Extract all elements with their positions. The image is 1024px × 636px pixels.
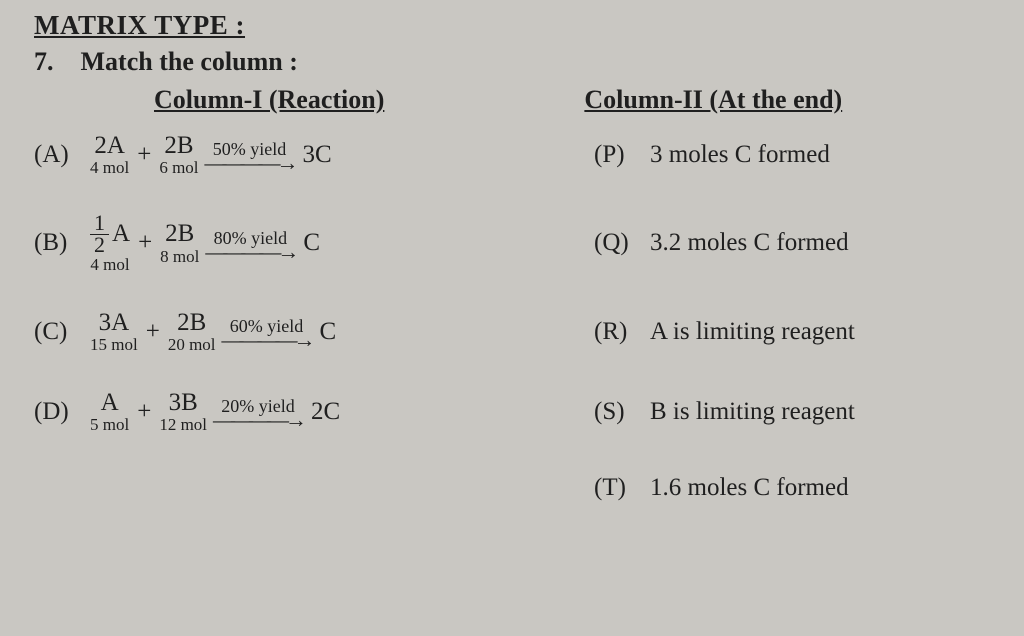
row-label: (D) — [34, 398, 90, 426]
reagent-1-amount: 15 mol — [90, 336, 138, 354]
result-cell: (R) A is limiting reagent — [594, 318, 855, 346]
question-number: 7. — [34, 47, 74, 77]
reagent-2: 2B 20 mol — [168, 310, 216, 354]
reaction-cell: (C) 3A 15 mol + 2B 20 mol 60% yield ————… — [34, 310, 594, 354]
match-row: (A) 2A 4 mol + 2B 6 mol 50% yield ————→ … — [34, 133, 990, 177]
reagent-1-formula: A — [101, 390, 119, 416]
result-text: 3 moles C formed — [650, 141, 830, 169]
row-label: (Q) — [594, 229, 650, 257]
product: 2C — [311, 398, 340, 426]
reaction-arrow: 80% yield ————→ — [205, 229, 295, 258]
arrow-icon: ————→ — [205, 156, 295, 169]
reagent-1-amount: 4 mol — [90, 256, 129, 274]
row-label: (R) — [594, 318, 650, 346]
reagent-2-formula: 2B — [177, 310, 206, 336]
plus-icon: + — [137, 141, 151, 169]
result-cell: (S) B is limiting reagent — [594, 398, 855, 426]
column2-header: Column-II (At the end) — [584, 85, 842, 115]
reagent-1: 3A 15 mol — [90, 310, 138, 354]
column1-header: Column-I (Reaction) — [154, 85, 384, 115]
plus-icon: + — [138, 229, 152, 257]
reagent-2-formula: 2B — [165, 221, 194, 247]
fraction-symbol: A — [112, 221, 130, 247]
match-row: (B) 1 2 A 4 mol + 2B 8 mol 80% yield ———… — [34, 213, 990, 274]
reagent-1-formula: 3A — [99, 310, 130, 336]
row-label: (C) — [34, 318, 90, 346]
arrow-icon: ————→ — [213, 413, 303, 426]
column-headers: Column-I (Reaction) Column-II (At the en… — [34, 85, 990, 115]
reaction-arrow: 60% yield ————→ — [222, 317, 312, 346]
reagent-1-amount: 5 mol — [90, 416, 129, 434]
product: C — [320, 318, 337, 346]
reagent-2-amount: 6 mol — [159, 159, 198, 177]
reagent-1-formula: 2A — [94, 133, 125, 159]
result-text: A is limiting reagent — [650, 318, 855, 346]
arrow-icon: ————→ — [222, 333, 312, 346]
reagent-2-formula: 2B — [164, 133, 193, 159]
reagent-2: 2B 6 mol — [159, 133, 198, 177]
match-row: (D) A 5 mol + 3B 12 mol 20% yield ————→ … — [34, 390, 990, 434]
reaction-arrow: 50% yield ————→ — [205, 140, 295, 169]
reaction-cell: (D) A 5 mol + 3B 12 mol 20% yield ————→ … — [34, 390, 594, 434]
row-label: (A) — [34, 141, 90, 169]
reagent-2: 2B 8 mol — [160, 221, 199, 265]
reagent-1-formula: 1 2 A — [90, 213, 130, 256]
fraction-denominator: 2 — [90, 235, 109, 256]
arrow-icon: ————→ — [205, 245, 295, 258]
match-row: (C) 3A 15 mol + 2B 20 mol 60% yield ————… — [34, 310, 990, 354]
plus-icon: + — [137, 398, 151, 426]
result-text: B is limiting reagent — [650, 398, 855, 426]
fraction: 1 2 — [90, 213, 109, 256]
result-text: 3.2 moles C formed — [650, 229, 849, 257]
row-label: (S) — [594, 398, 650, 426]
product: C — [303, 229, 320, 257]
product: 3C — [303, 141, 332, 169]
reagent-1: 2A 4 mol — [90, 133, 129, 177]
reagent-2: 3B 12 mol — [159, 390, 207, 434]
reagent-2-amount: 8 mol — [160, 248, 199, 266]
reaction-cell: (B) 1 2 A 4 mol + 2B 8 mol 80% yield ———… — [34, 213, 594, 274]
question-line: 7. Match the column : — [34, 47, 990, 77]
reagent-2-formula: 3B — [169, 390, 198, 416]
reagent-2-amount: 12 mol — [159, 416, 207, 434]
row-label: (P) — [594, 141, 650, 169]
reaction-arrow: 20% yield ————→ — [213, 397, 303, 426]
plus-icon: + — [146, 318, 160, 346]
result-text: 1.6 moles C formed — [650, 474, 849, 502]
section-heading: MATRIX TYPE : — [34, 10, 990, 41]
question-text: Match the column : — [81, 47, 298, 76]
reagent-2-amount: 20 mol — [168, 336, 216, 354]
reagent-1-amount: 4 mol — [90, 159, 129, 177]
page: MATRIX TYPE : 7. Match the column : Colu… — [0, 0, 1024, 636]
result-cell: (Q) 3.2 moles C formed — [594, 229, 849, 257]
row-label: (T) — [594, 474, 650, 502]
reaction-cell: (A) 2A 4 mol + 2B 6 mol 50% yield ————→ … — [34, 133, 594, 177]
match-row-extra: (T) 1.6 moles C formed — [594, 474, 990, 502]
reagent-1: 1 2 A 4 mol — [90, 213, 130, 274]
result-cell: (P) 3 moles C formed — [594, 141, 830, 169]
row-label: (B) — [34, 229, 90, 257]
reagent-1: A 5 mol — [90, 390, 129, 434]
